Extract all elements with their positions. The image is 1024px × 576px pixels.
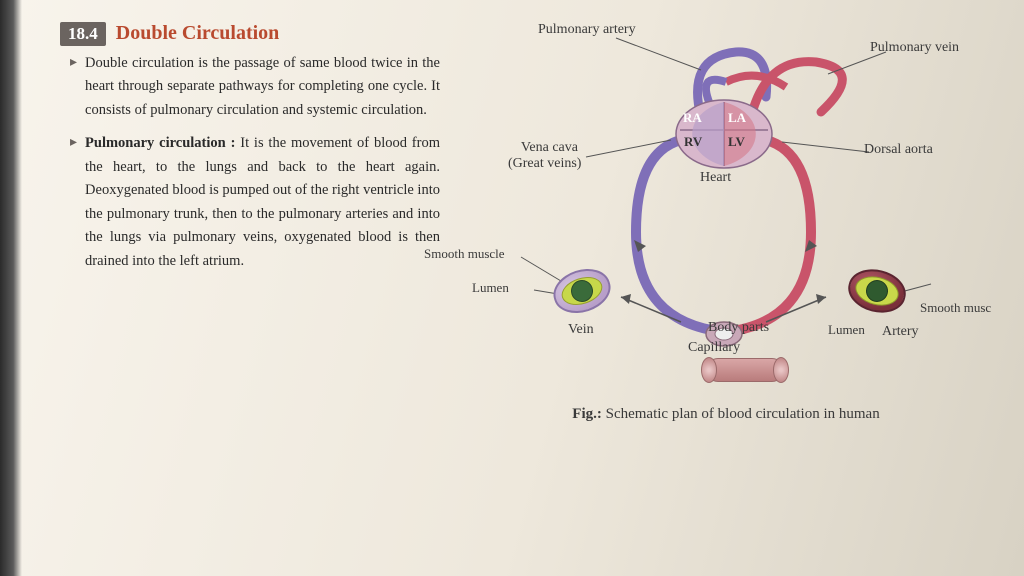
label-body-parts: Body parts	[708, 320, 769, 336]
bullet-marker-icon: ▸	[70, 132, 77, 273]
book-binding	[0, 0, 22, 576]
label-vena-cava-a: Vena cava	[521, 140, 578, 155]
label-rv: RV	[684, 134, 702, 150]
text-column: 18.4 Double Circulation ▸ Double circula…	[60, 22, 440, 556]
label-ra: RA	[683, 110, 702, 126]
section-heading: 18.4 Double Circulation	[60, 22, 440, 46]
circulation-diagram: Pulmonary artery Pulmonary vein Vena cav…	[458, 22, 994, 402]
capillary-icon	[706, 358, 784, 382]
bullet-2-body: It is the movement of blood from the hea…	[85, 135, 440, 268]
label-smooth-muscle-l: Smooth muscle	[424, 246, 505, 262]
bullet-1-text: Double circulation is the passage of sam…	[85, 52, 440, 122]
label-vena-cava-b: (Great veins)	[508, 156, 581, 171]
section-title: Double Circulation	[116, 22, 280, 45]
label-lumen-r: Lumen	[828, 322, 865, 338]
bullet-marker-icon: ▸	[70, 52, 77, 122]
bullet-2-text: Pulmonary circulation : It is the moveme…	[85, 132, 440, 273]
label-pulmonary-artery: Pulmonary artery	[538, 22, 636, 38]
label-artery: Artery	[882, 324, 919, 340]
label-vena-cava: Vena cava (Great veins)	[508, 140, 578, 172]
bullet-2: ▸ Pulmonary circulation : It is the move…	[70, 132, 440, 273]
label-pulmonary-vein: Pulmonary vein	[870, 40, 959, 56]
figure-caption: Fig.: Schematic plan of blood circulatio…	[458, 406, 994, 423]
label-lv: LV	[728, 134, 745, 150]
label-dorsal-aorta: Dorsal aorta	[864, 142, 933, 158]
figure-caption-text: Schematic plan of blood circulation in h…	[606, 406, 880, 422]
label-vein: Vein	[568, 322, 594, 338]
diagram-column: Pulmonary artery Pulmonary vein Vena cav…	[458, 22, 994, 556]
label-la: LA	[728, 110, 746, 126]
label-lumen-l: Lumen	[472, 280, 509, 296]
section-number: 18.4	[60, 22, 106, 46]
figure-caption-lead: Fig.:	[572, 406, 602, 422]
label-heart: Heart	[700, 170, 731, 186]
textbook-page: 18.4 Double Circulation ▸ Double circula…	[0, 0, 1024, 576]
label-smooth-muscle-r: Smooth musc	[920, 300, 991, 316]
label-capillary: Capillary	[688, 340, 740, 356]
bullet-1: ▸ Double circulation is the passage of s…	[70, 52, 440, 122]
bullet-2-lead: Pulmonary circulation :	[85, 135, 240, 151]
